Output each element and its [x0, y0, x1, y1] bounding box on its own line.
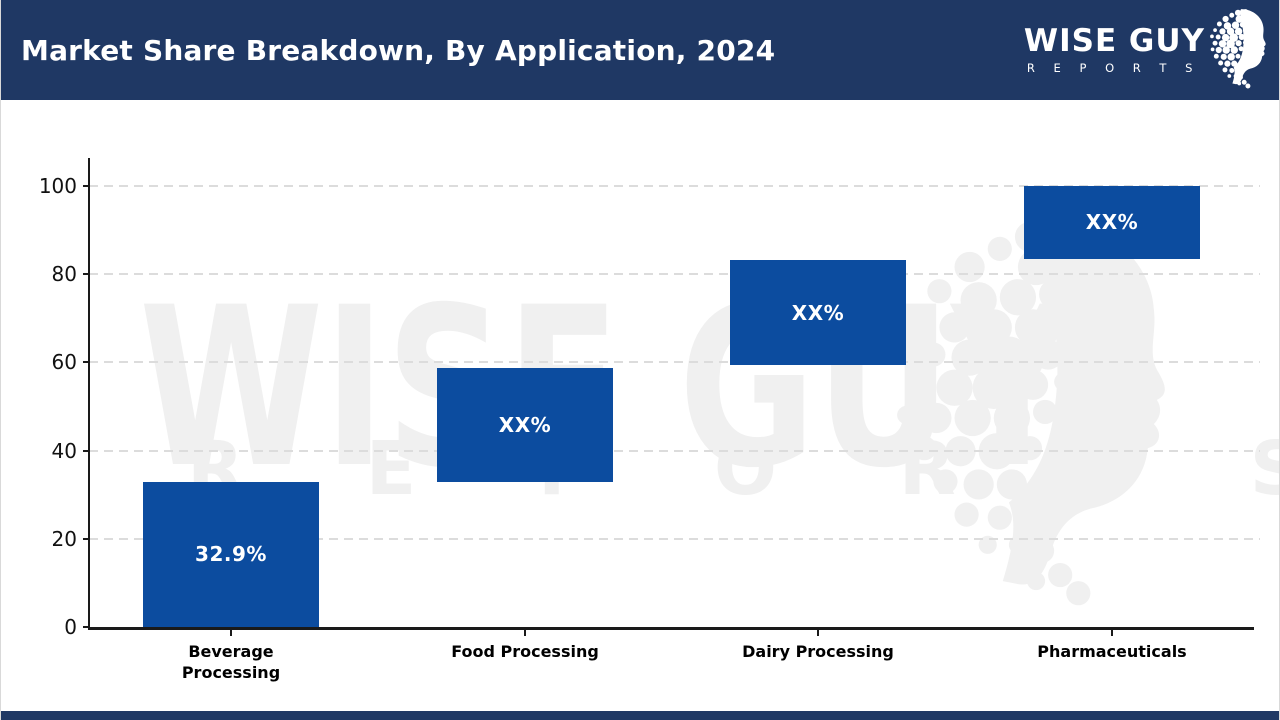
y-tick [83, 273, 89, 276]
x-tick [1111, 630, 1113, 636]
category-label: Pharmaceuticals [1002, 641, 1222, 662]
wiseguy-head-icon [1207, 7, 1269, 93]
bar-value-label: XX% [1085, 210, 1139, 235]
header-bar: Market Share Breakdown, By Application, … [1, 0, 1279, 100]
bar-value-label: XX% [791, 300, 845, 325]
category-label-line: Dairy Processing [742, 642, 894, 661]
y-tick-label: 40 [51, 438, 77, 463]
y-tick-label: 100 [38, 174, 77, 198]
gridline [89, 361, 1260, 364]
gridline [89, 449, 1260, 452]
category-label: Food Processing [415, 641, 635, 662]
y-tick [83, 537, 89, 540]
gridline [89, 185, 1260, 187]
bar-beverage-processing: 32.9% [143, 481, 319, 627]
category-label-line: Pharmaceuticals [1037, 642, 1187, 661]
y-axis-line [88, 158, 90, 630]
x-tick [230, 630, 232, 636]
category-label-line: Beverage [188, 642, 274, 661]
footer-bar [1, 711, 1279, 720]
gridline [89, 273, 1260, 276]
bar-food-processing: XX% [437, 367, 613, 482]
page-title: Market Share Breakdown, By Application, … [21, 33, 776, 67]
chart-area: WISE GUY R E P O R T S 0 20 40 60 80 100 Bever… [1, 100, 1279, 711]
plot: 0 20 40 60 80 100 Beverage Processing Food Proce… [1, 100, 1279, 711]
x-tick [817, 630, 819, 636]
bar-pharmaceuticals: XX% [1024, 186, 1200, 259]
category-label: Beverage Processing [121, 641, 341, 683]
category-label-line: Processing [181, 663, 281, 682]
logo-text: WISE GUY R E P O R T S [1023, 22, 1205, 75]
bar-value-label: XX% [498, 412, 552, 437]
y-tick-label: 60 [51, 350, 77, 375]
category-label: Dairy Processing [708, 641, 928, 662]
y-tick-label: 0 [64, 615, 77, 639]
bar-dairy-processing: XX% [730, 260, 906, 366]
x-tick [524, 630, 526, 636]
y-tick [83, 361, 89, 364]
category-label-line: Food Processing [451, 642, 599, 661]
y-tick [83, 626, 89, 628]
x-axis-line [88, 627, 1254, 630]
y-tick-label: 20 [51, 526, 77, 551]
y-tick-label: 80 [51, 262, 77, 287]
bar-value-label: 32.9% [195, 542, 267, 567]
wiseguy-logo: WISE GUY R E P O R T S [1023, 7, 1279, 93]
y-tick [83, 449, 89, 452]
y-tick [83, 185, 89, 187]
logo-secondary-text: R E P O R T S [1026, 60, 1200, 75]
gridline [89, 537, 1260, 540]
logo-primary-text: WISE GUY [1023, 22, 1205, 59]
